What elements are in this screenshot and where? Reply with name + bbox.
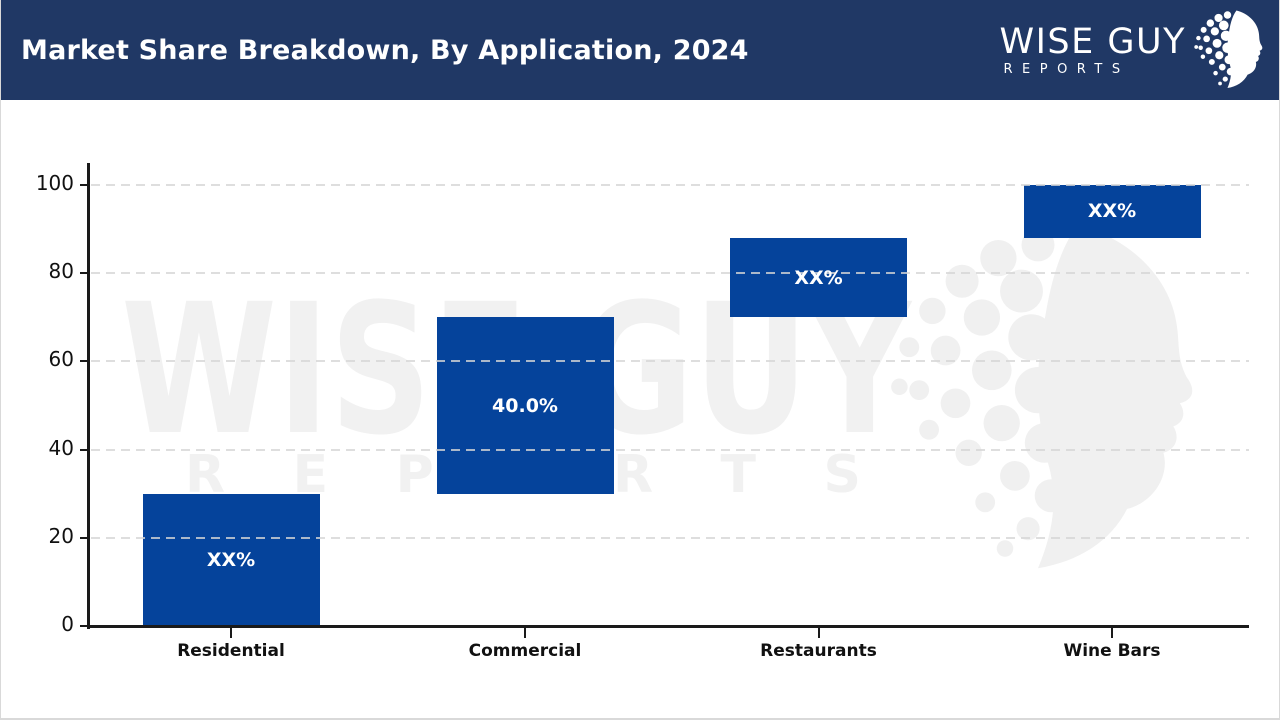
logo-face-icon (1194, 10, 1263, 89)
gridline-40 (91, 448, 1249, 451)
gridline-60 (91, 360, 1249, 363)
bar-wine-bars (1023, 185, 1201, 238)
y-tick-label-0: 0 (61, 612, 74, 636)
x-tick-residential (230, 628, 232, 638)
x-tick-commercial (524, 628, 526, 638)
gridline-80 (91, 272, 1249, 275)
gridline-20 (91, 536, 1249, 539)
y-tick-label-80: 80 (48, 259, 74, 284)
x-label-commercial: Commercial (468, 641, 582, 661)
logo-text: WISE GUY REPORTS (999, 21, 1186, 77)
y-tick-20 (80, 536, 89, 539)
y-tick-0 (80, 625, 89, 627)
y-tick-label-40: 40 (48, 435, 74, 460)
x-tick-wine-bars (1111, 628, 1113, 638)
x-label-wine-bars: Wine Bars (1063, 641, 1161, 661)
y-tick-100 (80, 184, 89, 186)
x-label-residential: Residential (177, 641, 285, 661)
gridline-100 (91, 184, 1249, 186)
bar-commercial (436, 317, 614, 494)
header: Market Share Breakdown, By Application, … (1, 0, 1279, 100)
bar-restaurants (730, 237, 907, 318)
logo-subtext: REPORTS (1003, 61, 1130, 77)
bar-label-wine-bars: XX% (1087, 200, 1137, 223)
logo-wordmark: WISE GUY (999, 21, 1186, 62)
y-tick-label-20: 20 (48, 523, 74, 548)
y-tick-label-60: 60 (48, 347, 74, 372)
wise-guy-logo: WISE GUY REPORTS (999, 9, 1265, 91)
page-title: Market Share Breakdown, By Application, … (21, 34, 749, 66)
y-tick-label-100: 100 (35, 171, 74, 195)
y-tick-40 (80, 448, 89, 451)
x-label-restaurants: Restaurants (760, 641, 877, 661)
y-tick-60 (80, 360, 89, 363)
x-tick-restaurants (817, 628, 820, 638)
bar-label-restaurants: XX% (794, 266, 843, 289)
y-axis (87, 163, 90, 629)
bar-residential (142, 493, 320, 626)
bar-label-residential: XX% (206, 548, 256, 571)
x-axis (87, 625, 1249, 628)
y-tick-80 (80, 272, 89, 275)
watermark-face-icon (891, 225, 1193, 569)
bar-label-commercial: 40.0% (492, 394, 558, 417)
